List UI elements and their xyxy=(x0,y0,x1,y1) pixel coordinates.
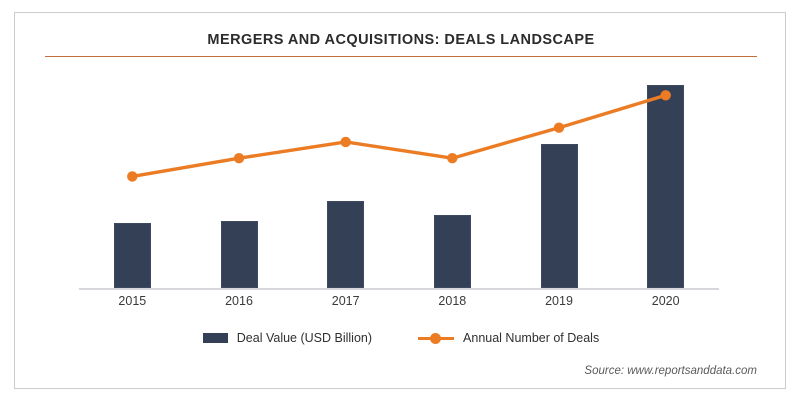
page-title: MERGERS AND ACQUISITIONS: DEALS LANDSCAP… xyxy=(207,32,595,48)
bar-2015[interactable] xyxy=(113,223,151,288)
line-series-annual-number-of-deals xyxy=(127,90,671,182)
x-axis-line xyxy=(79,288,719,290)
legend-swatch-icon-line xyxy=(418,332,455,344)
bar-2020[interactable] xyxy=(647,85,685,288)
x-axis-label-2017: 2017 xyxy=(331,294,360,308)
line-marker-2018[interactable] xyxy=(447,153,458,164)
x-axis-label-2016: 2016 xyxy=(225,294,253,308)
bar-2017[interactable] xyxy=(327,200,365,288)
legend-item-deal-value[interactable]: Deal Value (USD Billion) xyxy=(202,331,373,345)
line-marker-2015[interactable] xyxy=(127,171,138,182)
legend-swatch-icon-bar xyxy=(202,333,228,343)
bar-2018[interactable] xyxy=(433,214,471,288)
line-marker-2019[interactable] xyxy=(553,122,565,133)
source-note: Source: www.reportsanddata.com xyxy=(584,365,757,377)
bar-2019[interactable] xyxy=(540,143,578,288)
x-axis-label-2018: 2018 xyxy=(438,294,467,308)
x-axis-label-2020: 2020 xyxy=(651,294,680,308)
legend-label-annual-number-of-deals: Annual Number of Deals xyxy=(463,331,600,345)
bar-2016[interactable] xyxy=(220,221,258,288)
legend-label-deal-value: Deal Value (USD Billion) xyxy=(236,331,373,345)
plot-area: 2015 2016 2017 2018 2019 2020 xyxy=(15,13,787,390)
x-axis-label-2015: 2015 xyxy=(118,294,147,308)
line-marker-2017[interactable] xyxy=(340,136,351,148)
chart-card: MERGERS AND ACQUISITIONS: DEALS LANDSCAP… xyxy=(14,12,786,389)
line-marker-2016[interactable] xyxy=(233,153,245,164)
legend-item-annual-number-of-deals[interactable]: Annual Number of Deals xyxy=(418,331,599,345)
chart-legend: Deal Value (USD Billion) Annual Number o… xyxy=(15,331,787,345)
line-marker-2020[interactable] xyxy=(660,90,671,101)
title-divider xyxy=(45,56,757,58)
x-axis-label-2019: 2019 xyxy=(545,294,573,308)
